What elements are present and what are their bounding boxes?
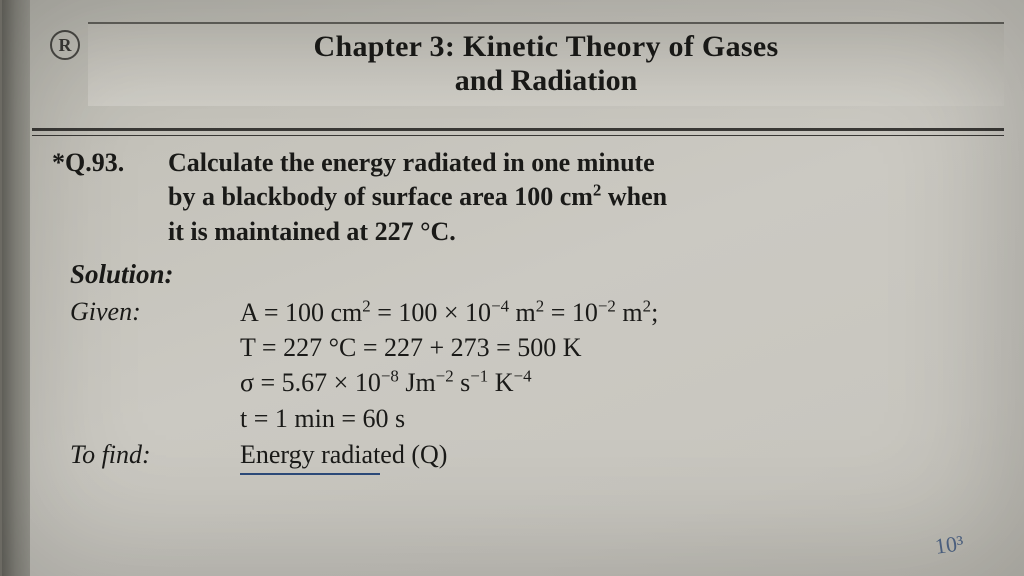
given-sigma-sup1: −8 bbox=[381, 367, 399, 386]
solution-label: Solution: bbox=[70, 257, 1000, 293]
given-temperature: T = 227 °C = 227 + 273 = 500 K bbox=[240, 330, 658, 365]
tofind-rest: ed (Q) bbox=[380, 440, 447, 469]
tofind-block: To find: Energy radiated (Q) bbox=[70, 438, 1000, 475]
given-sigma: σ = 5.67 × 10−8 Jm−2 s−1 K−4 bbox=[240, 365, 658, 400]
given-A-sup1: 2 bbox=[362, 296, 370, 315]
given-A-sup3: 2 bbox=[536, 296, 544, 315]
given-time: t = 1 min = 60 s bbox=[240, 401, 658, 436]
given-sigma-sup4: −4 bbox=[514, 367, 532, 386]
given-A-mid1: = 100 × 10 bbox=[371, 298, 491, 327]
q-line2-post: when bbox=[601, 182, 667, 211]
horizontal-rule bbox=[32, 128, 1004, 136]
question-line1: Calculate the energy radiated in one min… bbox=[168, 146, 1000, 180]
question-line3: it is maintained at 227 °C. bbox=[168, 215, 1000, 249]
given-area: A = 100 cm2 = 100 × 10−4 m2 = 10−2 m2; bbox=[240, 295, 658, 330]
given-sigma-mid1: Jm bbox=[399, 368, 436, 397]
given-A-mid2: m bbox=[509, 298, 536, 327]
question-text: Calculate the energy radiated in one min… bbox=[168, 146, 1000, 249]
chapter-title-line1: Chapter 3: Kinetic Theory of Gases bbox=[98, 30, 994, 64]
given-A-sup4: −2 bbox=[598, 296, 616, 315]
q-line2-pre: by a blackbody of surface area 100 cm bbox=[168, 182, 593, 211]
question-row: *Q.93. Calculate the energy radiated in … bbox=[52, 146, 1000, 249]
question-line2: by a blackbody of surface area 100 cm2 w… bbox=[168, 180, 1000, 214]
given-sigma-mid2: s bbox=[454, 368, 471, 397]
chapter-title-block: Chapter 3: Kinetic Theory of Gases and R… bbox=[88, 22, 1004, 106]
handwritten-scribble: 10³ bbox=[934, 530, 966, 560]
given-label: Given: bbox=[70, 295, 240, 436]
given-A-sup2: −4 bbox=[491, 296, 509, 315]
textbook-page: R Chapter 3: Kinetic Theory of Gases and… bbox=[0, 0, 1024, 576]
book-spine bbox=[2, 0, 30, 576]
tofind-label: To find: bbox=[70, 438, 240, 475]
tofind-text: Energy radiated (Q) bbox=[240, 438, 447, 475]
question-number: *Q.93. bbox=[52, 146, 168, 180]
given-A-mid3: = 10 bbox=[544, 298, 598, 327]
given-A-pre: A = 100 cm bbox=[240, 298, 362, 327]
given-block: Given: A = 100 cm2 = 100 × 10−4 m2 = 10−… bbox=[70, 295, 1000, 436]
given-A-sup5: 2 bbox=[643, 296, 651, 315]
content-block: *Q.93. Calculate the energy radiated in … bbox=[52, 146, 1000, 475]
given-sigma-pre: σ = 5.67 × 10 bbox=[240, 368, 381, 397]
tofind-underlined: Energy radiat bbox=[240, 438, 380, 475]
given-sigma-mid3: K bbox=[488, 368, 513, 397]
chapter-title-line2: and Radiation bbox=[98, 64, 994, 98]
registered-mark: R bbox=[50, 30, 80, 60]
given-A-post: ; bbox=[651, 298, 658, 327]
given-A-mid4: m bbox=[616, 298, 643, 327]
given-sigma-sup3: −1 bbox=[470, 367, 488, 386]
given-lines: A = 100 cm2 = 100 × 10−4 m2 = 10−2 m2; T… bbox=[240, 295, 658, 436]
given-sigma-sup2: −2 bbox=[436, 367, 454, 386]
